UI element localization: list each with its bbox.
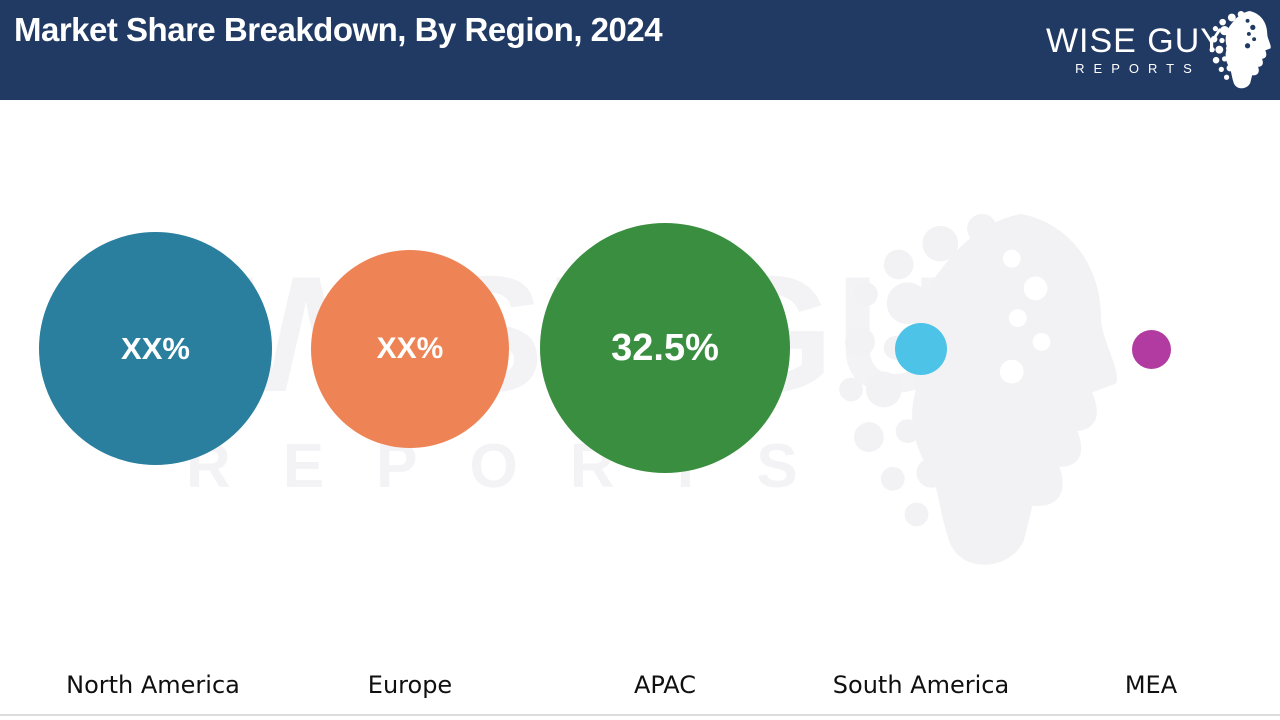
- logo-wordmark: WISE GUY: [1045, 22, 1224, 61]
- bubble-value-label: XX%: [376, 332, 444, 365]
- category-label-south-america: South America: [832, 671, 1010, 699]
- logo-subtitle: REPORTS: [1075, 60, 1201, 76]
- bottom-divider: [0, 714, 1280, 716]
- logo-head-icon: [1208, 9, 1274, 91]
- category-label-europe: Europe: [367, 671, 453, 699]
- bubble-value-label: 32.5%: [611, 326, 719, 369]
- bubble-europe: XX%: [311, 250, 509, 448]
- watermark-head-icon: [782, 205, 1182, 577]
- bubble-north-america: XX%: [39, 232, 272, 465]
- category-label-mea: MEA: [1124, 671, 1178, 699]
- logo-text: WISE GUY REPORTS: [1045, 22, 1224, 76]
- watermark-subtitle: REPORTS: [186, 432, 850, 501]
- category-label-north-america: North America: [66, 671, 240, 699]
- page-title: Market Share Breakdown, By Region, 2024: [14, 11, 663, 48]
- category-label-apac: APAC: [633, 671, 697, 699]
- header-bar: Market Share Breakdown, By Region, 2024 …: [0, 0, 1280, 100]
- bubble-mea: [1132, 330, 1171, 369]
- bubble-south-america: [895, 323, 947, 375]
- bubble-value-label: XX%: [121, 330, 190, 366]
- wiseguy-logo: WISE GUY REPORTS: [1046, 8, 1274, 92]
- bubble-apac: 32.5%: [540, 223, 790, 473]
